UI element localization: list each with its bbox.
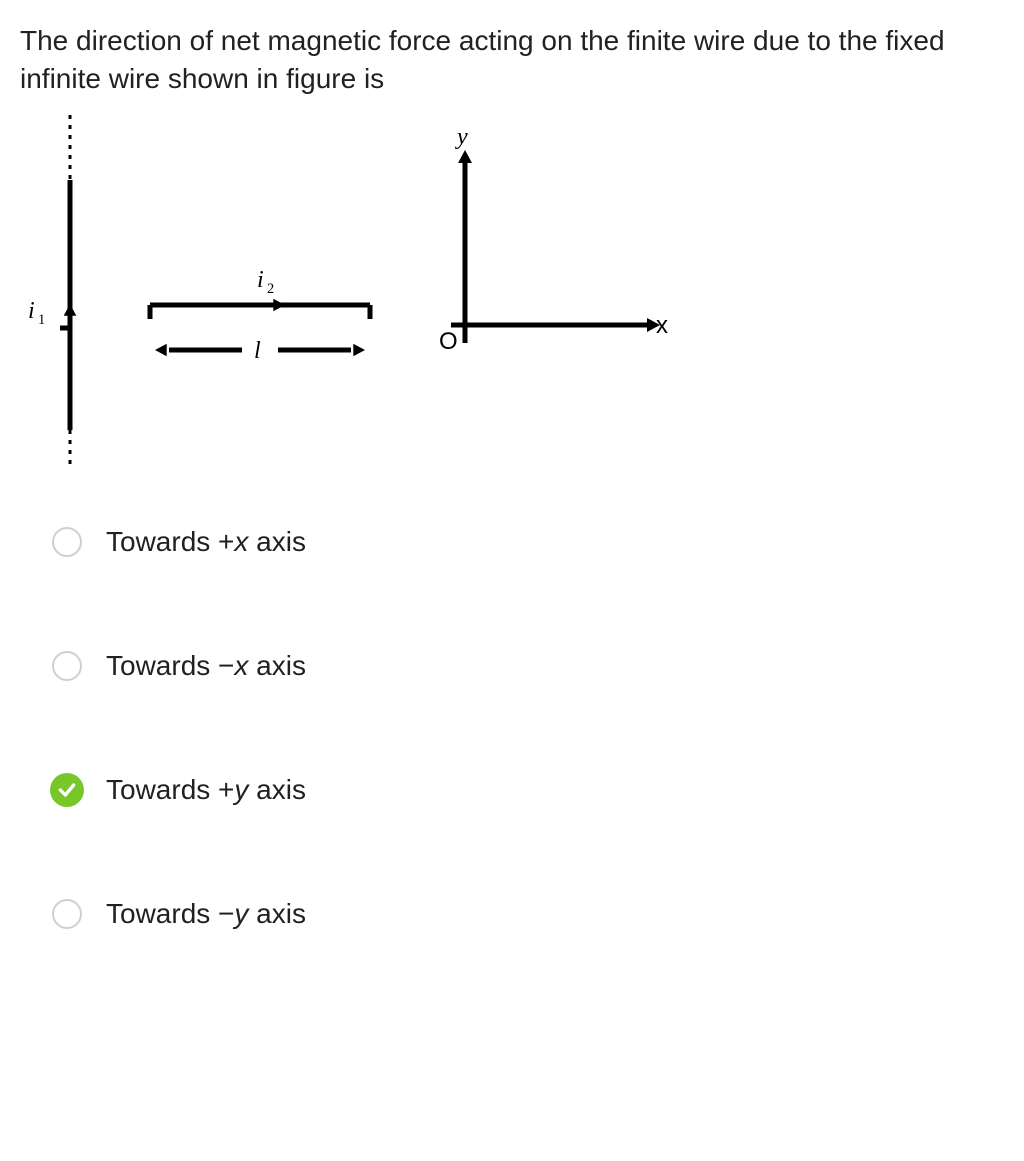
option-0[interactable]: Towards +x axis — [50, 525, 1004, 559]
option-label: Towards −y axis — [106, 898, 306, 930]
option-label: Towards −x axis — [106, 650, 306, 682]
option-label: Towards +x axis — [106, 526, 306, 558]
svg-text:1: 1 — [38, 312, 45, 328]
svg-text:x: x — [656, 312, 668, 339]
radio-checked-icon[interactable] — [50, 773, 84, 807]
radio-icon[interactable] — [50, 525, 84, 559]
svg-text:y: y — [455, 124, 468, 150]
radio-icon[interactable] — [50, 649, 84, 683]
radio-icon[interactable] — [50, 897, 84, 931]
svg-text:i: i — [257, 267, 264, 293]
question-figure: i1i2lyxO — [20, 100, 1004, 485]
question-text: The direction of net magnetic force acti… — [20, 22, 1000, 98]
svg-text:2: 2 — [267, 281, 274, 297]
options-list: Towards +x axis Towards −x axis Towards +y… — [20, 525, 1004, 931]
option-1[interactable]: Towards −x axis — [50, 649, 1004, 683]
option-3[interactable]: Towards −y axis — [50, 897, 1004, 931]
svg-text:l: l — [254, 338, 261, 364]
figure-svg: i1i2lyxO — [20, 100, 680, 480]
svg-text:O: O — [439, 328, 458, 355]
option-label: Towards +y axis — [106, 774, 306, 806]
option-2[interactable]: Towards +y axis — [50, 773, 1004, 807]
svg-text:i: i — [28, 298, 35, 324]
